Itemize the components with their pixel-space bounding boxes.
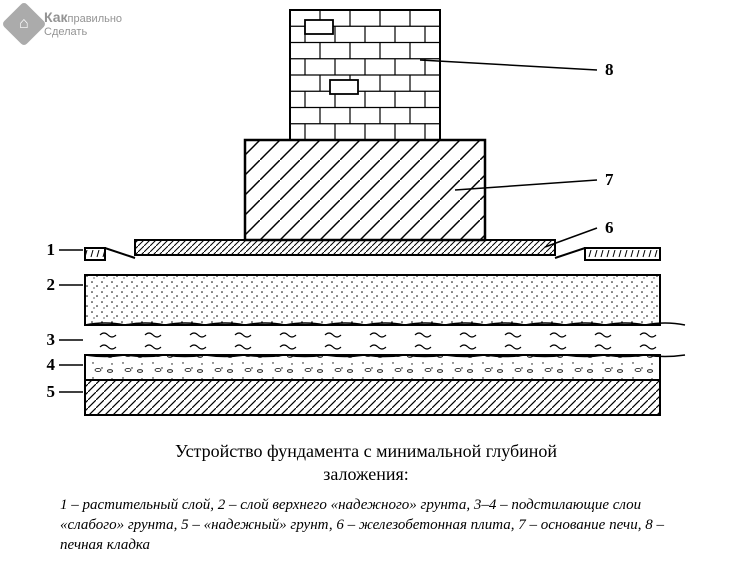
watermark-text: Какправильно Сделать (44, 10, 122, 37)
svg-text:4: 4 (47, 355, 56, 374)
caption: Устройство фундамента с минимальной глуб… (60, 440, 672, 556)
caption-title: Устройство фундамента с минимальной глуб… (60, 440, 672, 487)
svg-text:6: 6 (605, 218, 614, 237)
legend-text: 1 – растительный слой, 2 – слой верхнего… (60, 495, 672, 556)
foundation-diagram: 1 2 3 4 5 8 7 6 (0, 0, 732, 430)
svg-text:7: 7 (605, 170, 614, 189)
svg-text:2: 2 (47, 275, 56, 294)
diagram-svg: 1 2 3 4 5 8 7 6 (0, 0, 732, 430)
svg-text:8: 8 (605, 60, 614, 79)
svg-text:5: 5 (47, 382, 56, 401)
house-icon: ⌂ (1, 1, 46, 46)
watermark-logo: ⌂ Какправильно Сделать (8, 8, 122, 40)
svg-text:1: 1 (47, 240, 56, 259)
svg-text:3: 3 (47, 330, 56, 349)
